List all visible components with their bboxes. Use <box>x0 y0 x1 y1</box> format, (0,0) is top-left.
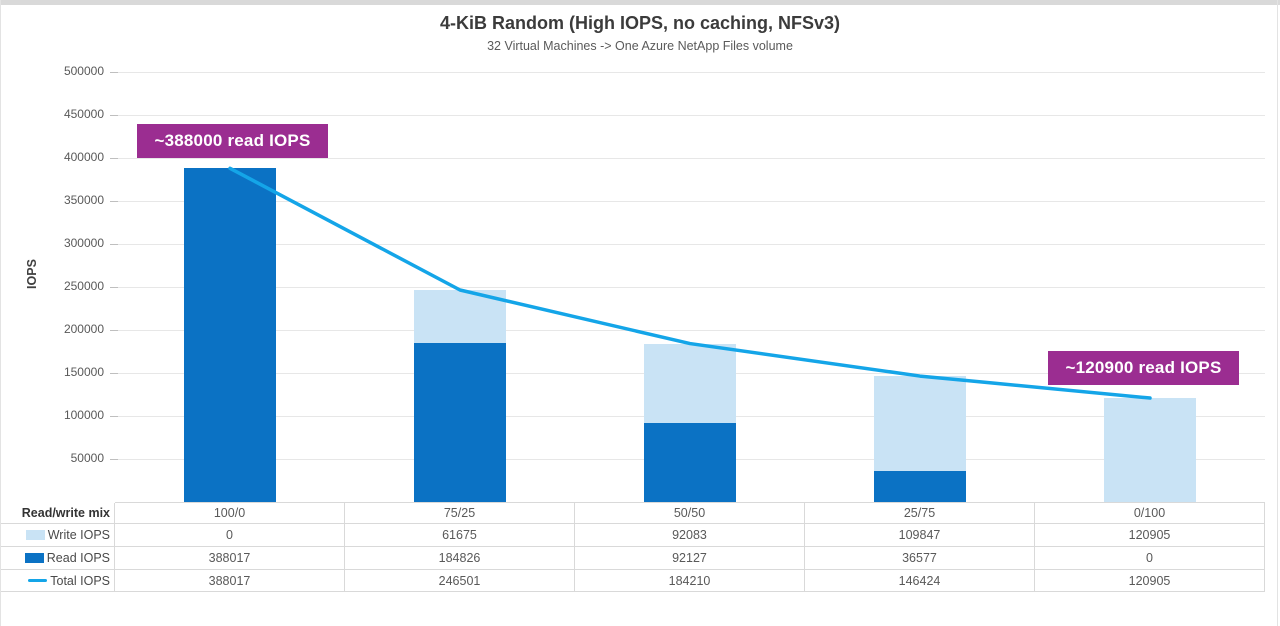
table-value-cell: 61675 <box>345 524 575 547</box>
table-value-cell: 120905 <box>1035 570 1265 592</box>
x-axis-line <box>115 502 1265 503</box>
bar-read-100/0 <box>184 168 276 502</box>
gridline <box>115 330 1265 331</box>
y-tick-label: 150000 <box>63 365 104 379</box>
bar-read-75/25 <box>414 343 506 502</box>
bar-write-75/25 <box>414 290 506 344</box>
legend-cell-bar: Write IOPS <box>0 524 115 547</box>
y-axis-tick <box>110 244 118 245</box>
window-bottom-edge <box>0 0 1280 5</box>
legend-swatch-bar <box>24 553 44 563</box>
table-value-cell: 246501 <box>345 570 575 592</box>
table-value-cell: 388017 <box>115 547 345 570</box>
gridline <box>115 201 1265 202</box>
chart-subtitle: 32 Virtual Machines -> One Azure NetApp … <box>487 39 793 53</box>
table-header-label: Read/write mix <box>0 503 115 524</box>
gridline <box>115 72 1265 73</box>
y-axis-tick <box>110 72 118 73</box>
y-tick-label: 200000 <box>63 322 104 336</box>
legend-cell-bar: Read IOPS <box>0 547 115 570</box>
y-axis-tick <box>110 373 118 374</box>
gridline <box>115 115 1265 116</box>
bar-read-25/75 <box>874 470 966 502</box>
y-axis-tick <box>110 416 118 417</box>
table-value-cell: 184826 <box>345 547 575 570</box>
y-axis-tick <box>110 201 118 202</box>
table-value-cell: 388017 <box>115 570 345 592</box>
table-category-cell: 25/75 <box>805 503 1035 524</box>
table-category-cell: 0/100 <box>1035 503 1265 524</box>
legend-swatch-line <box>28 579 48 582</box>
table-value-cell: 184210 <box>575 570 805 592</box>
table-value-cell: 0 <box>1035 547 1265 570</box>
table-value-cell: 92127 <box>575 547 805 570</box>
table-value-cell: 36577 <box>805 547 1035 570</box>
legend-swatch-bar <box>25 530 45 540</box>
table-value-cell: 146424 <box>805 570 1035 592</box>
table-value-cell: 92083 <box>575 524 805 547</box>
bar-write-25/75 <box>874 376 966 471</box>
table-category-cell: 100/0 <box>115 503 345 524</box>
annotation-read-iops-low: ~120900 read IOPS <box>1048 351 1239 385</box>
y-axis-tick <box>110 287 118 288</box>
legend-label: Write IOPS <box>47 528 110 542</box>
window-right-edge <box>1277 0 1278 626</box>
bar-read-50/50 <box>644 422 736 502</box>
table-value-cell: 0 <box>115 524 345 547</box>
y-axis-tick <box>110 115 118 116</box>
annotation-read-iops-high: ~388000 read IOPS <box>137 124 328 158</box>
y-tick-label: 500000 <box>63 64 104 78</box>
y-axis-tick <box>110 459 118 460</box>
gridline <box>115 158 1265 159</box>
bar-write-0/100 <box>1104 398 1196 502</box>
y-axis-tick <box>110 158 118 159</box>
y-tick-label: 50000 <box>70 451 104 465</box>
chart-title: 4-KiB Random (High IOPS, no caching, NFS… <box>439 13 841 33</box>
gridline <box>115 244 1265 245</box>
y-tick-label: 400000 <box>63 150 104 164</box>
y-tick-label: 350000 <box>63 193 104 207</box>
y-tick-label: 250000 <box>63 279 104 293</box>
table-value-cell: 120905 <box>1035 524 1265 547</box>
legend-label: Read IOPS <box>46 551 110 565</box>
y-tick-label: 300000 <box>63 236 104 250</box>
y-axis-tick <box>110 330 118 331</box>
data-table: Read/write mix 100/0 75/25 50/50 25/75 0/100 W… <box>0 503 1265 592</box>
y-tick-label: 450000 <box>63 107 104 121</box>
legend-label: Total IOPS <box>50 573 110 588</box>
gridline <box>115 287 1265 288</box>
table-category-cell: 75/25 <box>345 503 575 524</box>
y-tick-label: 100000 <box>63 408 104 422</box>
table-value-cell: 109847 <box>805 524 1035 547</box>
legend-cell-line: Total IOPS <box>0 570 115 592</box>
bar-write-50/50 <box>644 343 736 423</box>
window-left-edge <box>0 0 1 626</box>
table-category-cell: 50/50 <box>575 503 805 524</box>
